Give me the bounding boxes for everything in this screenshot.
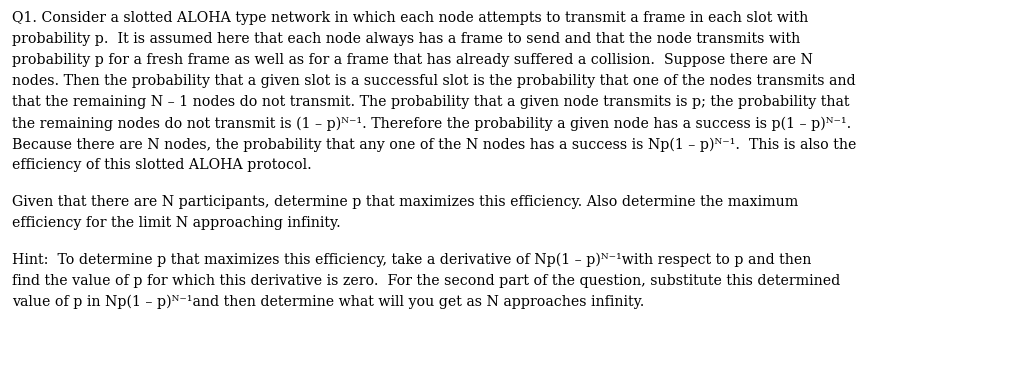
Text: find the value of p for which this derivative is zero.  For the second part of t: find the value of p for which this deriv…	[12, 274, 841, 288]
Text: value of p in Np(1 – p)ᴺ⁻¹and then determine what will you get as N approaches i: value of p in Np(1 – p)ᴺ⁻¹and then deter…	[12, 295, 645, 309]
Text: Because there are N nodes, the probability that any one of the N nodes has a suc: Because there are N nodes, the probabili…	[12, 137, 857, 152]
Text: probability p.  It is assumed here that each node always has a frame to send and: probability p. It is assumed here that e…	[12, 32, 801, 46]
Text: efficiency for the limit N approaching infinity.: efficiency for the limit N approaching i…	[12, 216, 341, 230]
Text: Q1. Consider a slotted ALOHA type network in which each node attempts to transmi: Q1. Consider a slotted ALOHA type networ…	[12, 11, 808, 25]
Text: efficiency of this slotted ALOHA protocol.: efficiency of this slotted ALOHA protoco…	[12, 158, 312, 172]
Text: nodes. Then the probability that a given slot is a successful slot is the probab: nodes. Then the probability that a given…	[12, 74, 856, 88]
Text: probability p for a fresh frame as well as for a frame that has already suffered: probability p for a fresh frame as well …	[12, 53, 813, 67]
Text: that the remaining N – 1 nodes do not transmit. The probability that a given nod: that the remaining N – 1 nodes do not tr…	[12, 95, 850, 109]
Text: Given that there are N participants, determine p that maximizes this efficiency.: Given that there are N participants, det…	[12, 195, 799, 209]
Text: the remaining nodes do not transmit is (1 – p)ᴺ⁻¹. Therefore the probability a g: the remaining nodes do not transmit is (…	[12, 116, 852, 131]
Text: Hint:  To determine p that maximizes this efficiency, take a derivative of Np(1 : Hint: To determine p that maximizes this…	[12, 253, 811, 267]
